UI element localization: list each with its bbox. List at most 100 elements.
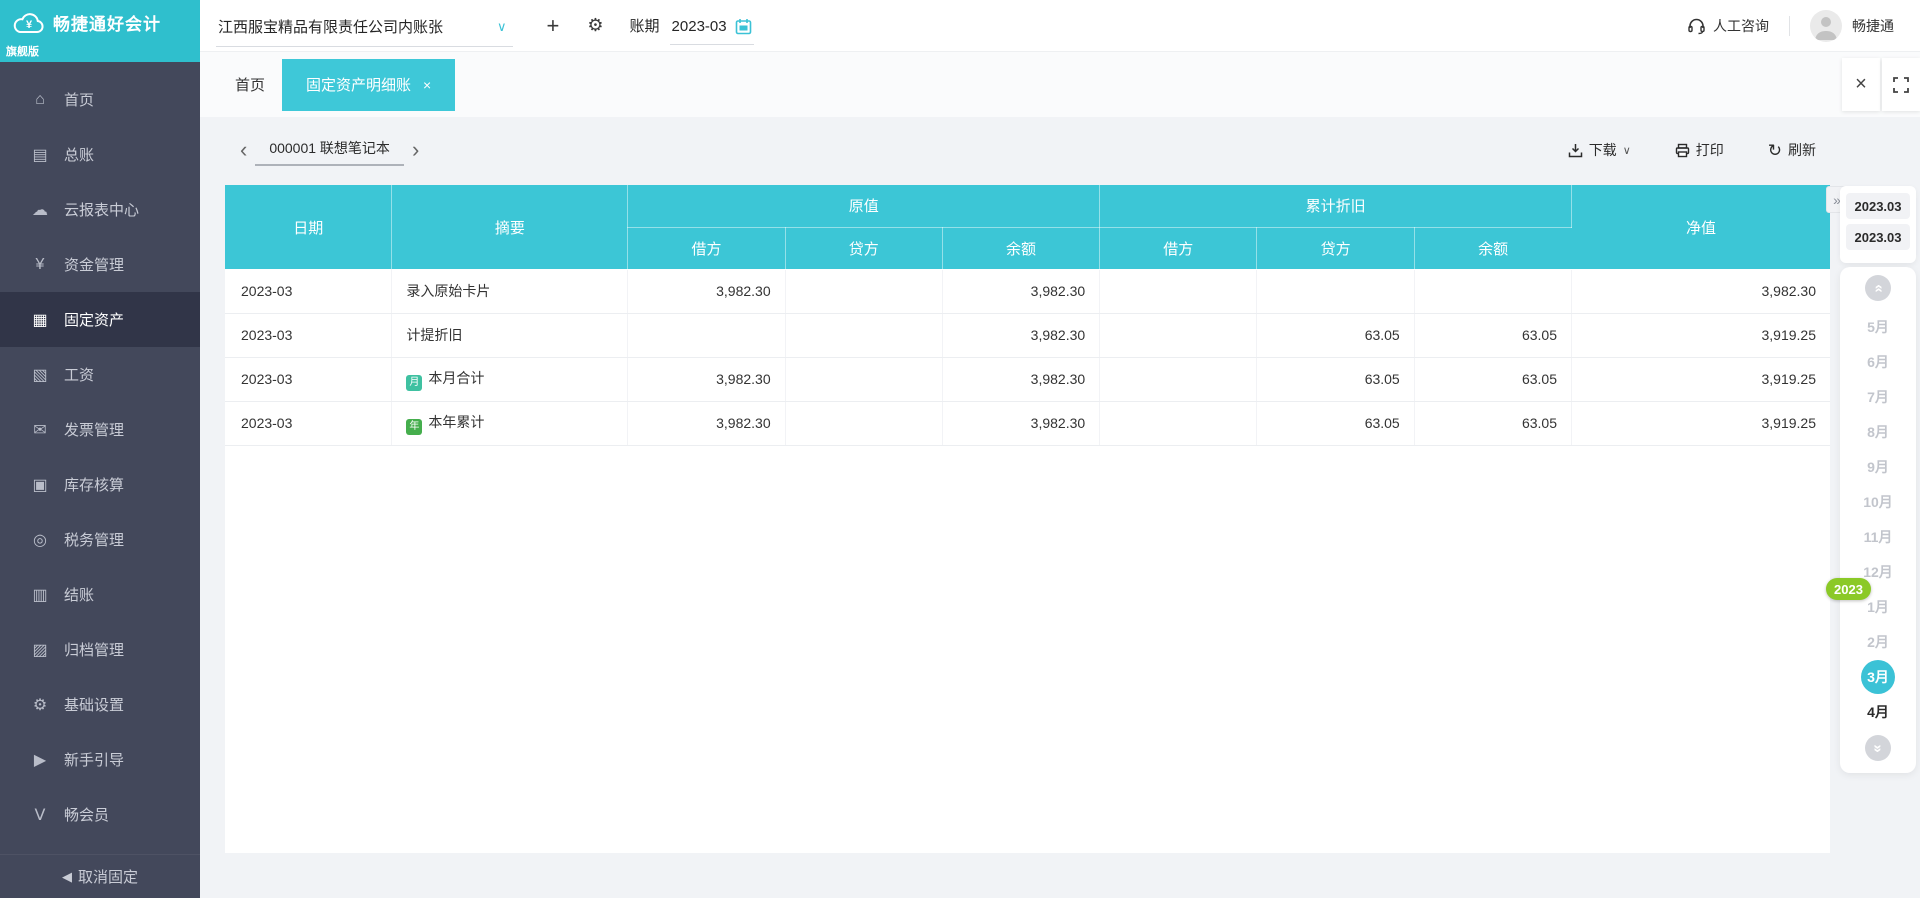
cell-ov-debit: 3,982.30 bbox=[627, 401, 786, 446]
cell-dep-credit: 63.05 bbox=[1256, 357, 1415, 402]
close-icon: × bbox=[1855, 73, 1867, 95]
cell-date: 2023-03 bbox=[225, 269, 393, 314]
settings-gear-icon: ⚙ bbox=[32, 696, 48, 714]
cell-net: 3,982.30 bbox=[1571, 269, 1830, 314]
scroll-months-up-button[interactable]: » bbox=[1865, 275, 1891, 301]
funds-icon: ¥ bbox=[35, 255, 45, 273]
sidebar-item-member[interactable]: Ⅴ 畅会员 bbox=[0, 787, 200, 842]
app-title: 畅捷通好会计 bbox=[53, 15, 161, 34]
sidebar-item-archive[interactable]: ▨ 归档管理 bbox=[0, 622, 200, 677]
settings-gear-icon[interactable]: ⚙ bbox=[587, 15, 604, 35]
company-selector[interactable]: 江西服宝精品有限责任公司内账张 ∨ bbox=[216, 16, 513, 47]
next-asset-button[interactable]: › bbox=[411, 137, 420, 162]
month-item-7[interactable]: 7月 bbox=[1840, 379, 1916, 414]
asset-selector[interactable]: 000001 联想笔记本 bbox=[255, 134, 404, 166]
cell-dep-credit bbox=[1256, 269, 1415, 314]
sidebar-item-guide[interactable]: ▶ 新手引导 bbox=[0, 732, 200, 787]
print-button[interactable]: 打印 bbox=[1675, 140, 1724, 160]
col-header-dep-debit: 借方 bbox=[1099, 227, 1258, 270]
month-picker-panel: » 5月 6月 7月 8月 9月 10月 11月 12月 1月 2月 3月 4月… bbox=[1826, 267, 1916, 773]
sidebar-item-label: 总账 bbox=[64, 147, 95, 164]
cell-date: 2023-03 bbox=[225, 313, 393, 358]
scroll-months-down-button[interactable]: » bbox=[1865, 735, 1891, 761]
sidebar-item-fixed-assets[interactable]: ▦ 固定资产 bbox=[0, 292, 200, 347]
month-label: 8月 bbox=[1867, 423, 1889, 440]
period-picker[interactable]: 2023-03 bbox=[669, 18, 754, 45]
cell-dep-balance: 63.05 bbox=[1414, 357, 1573, 402]
fullscreen-button[interactable] bbox=[1882, 58, 1920, 111]
tab-home[interactable]: 首页 bbox=[218, 59, 282, 111]
month-item-4[interactable]: 4月 bbox=[1840, 694, 1916, 729]
col-header-dep-credit: 贷方 bbox=[1256, 227, 1415, 270]
table-row-month-total: 2023-03 月本月合计 3,982.30 3,982.30 63.05 63… bbox=[225, 357, 1830, 402]
month-label: 2月 bbox=[1867, 633, 1889, 650]
tab-close-icon[interactable]: × bbox=[423, 76, 432, 93]
sidebar-item-label: 资金管理 bbox=[64, 257, 125, 274]
headset-icon bbox=[1688, 18, 1705, 35]
prev-asset-button[interactable]: ‹ bbox=[240, 137, 248, 162]
avatar[interactable] bbox=[1810, 9, 1842, 42]
month-item-11[interactable]: 11月 bbox=[1840, 519, 1916, 554]
cell-dep-balance: 63.05 bbox=[1414, 401, 1573, 446]
col-header-ov-balance: 余额 bbox=[942, 227, 1101, 270]
table-row-year-total: 2023-03 年本年累计 3,982.30 3,982.30 63.05 63… bbox=[225, 401, 1830, 446]
month-item-6[interactable]: 6月 bbox=[1840, 344, 1916, 379]
sidebar-item-settings[interactable]: ⚙ 基础设置 bbox=[0, 677, 200, 732]
month-item-10[interactable]: 10月 bbox=[1840, 484, 1916, 519]
close-all-tabs-button[interactable]: × bbox=[1842, 58, 1880, 111]
human-support-button[interactable]: 人工咨询 bbox=[1687, 16, 1769, 36]
period-range-start[interactable]: 2023.03 bbox=[1846, 193, 1910, 219]
month-label: 9月 bbox=[1867, 458, 1889, 475]
month-label: 1月 bbox=[1867, 598, 1889, 615]
sidebar-item-home[interactable]: ⌂ 首页 bbox=[0, 72, 200, 127]
year-badge: 2023 bbox=[1826, 578, 1871, 600]
sidebar-item-label: 基础设置 bbox=[64, 697, 125, 714]
download-button[interactable]: 下载 ∨ bbox=[1568, 140, 1631, 160]
user-name[interactable]: 畅捷通 bbox=[1852, 17, 1894, 34]
brand-logo-block: ¥ 畅捷通好会计 旗舰版 bbox=[0, 0, 200, 62]
tab-fixed-asset-ledger[interactable]: 固定资产明细账 × bbox=[282, 58, 456, 111]
refresh-icon: ↻ bbox=[1767, 140, 1782, 160]
month-item-2[interactable]: 2月 bbox=[1840, 624, 1916, 659]
sidebar-item-payroll[interactable]: ▧ 工资 bbox=[0, 347, 200, 402]
unpin-icon: ◀ bbox=[61, 868, 72, 884]
month-item-1[interactable]: 1月 bbox=[1840, 589, 1916, 624]
refresh-button[interactable]: ↻ 刷新 bbox=[1768, 140, 1816, 160]
sidebar-item-tax[interactable]: ◎ 税务管理 bbox=[0, 512, 200, 567]
month-item-5[interactable]: 5月 bbox=[1840, 309, 1916, 344]
cell-ov-balance: 3,982.30 bbox=[942, 401, 1101, 446]
invoice-icon: ✉ bbox=[33, 421, 47, 439]
sidebar-item-funds[interactable]: ¥ 资金管理 bbox=[0, 237, 200, 292]
sidebar-item-closing[interactable]: ▥ 结账 bbox=[0, 567, 200, 622]
sidebar-item-cloud-report[interactable]: ☁ 云报表中心 bbox=[0, 182, 200, 237]
month-item-8[interactable]: 8月 bbox=[1840, 414, 1916, 449]
month-label: 6月 bbox=[1867, 353, 1889, 370]
printer-icon bbox=[1675, 143, 1689, 157]
download-label: 下载 bbox=[1588, 142, 1617, 158]
sidebar-item-invoice[interactable]: ✉ 发票管理 bbox=[0, 402, 200, 457]
cell-dep-balance: 63.05 bbox=[1414, 313, 1573, 358]
payroll-icon: ▧ bbox=[32, 366, 48, 384]
sidebar-item-label: 结账 bbox=[64, 587, 95, 604]
cloud-logo-icon: ¥ bbox=[13, 12, 44, 33]
sidebar-item-label: 新手引导 bbox=[64, 752, 125, 769]
cell-dep-debit bbox=[1099, 269, 1258, 314]
sidebar-item-general-ledger[interactable]: ▤ 总账 bbox=[0, 127, 200, 182]
human-support-label: 人工咨询 bbox=[1713, 17, 1769, 34]
person-icon bbox=[1815, 16, 1837, 40]
refresh-label: 刷新 bbox=[1788, 142, 1816, 158]
closing-icon: ▥ bbox=[32, 586, 48, 604]
period-range-end[interactable]: 2023.03 bbox=[1846, 224, 1910, 250]
period-range-card: 2023.03 2023.03 bbox=[1840, 186, 1916, 263]
sidebar-item-inventory[interactable]: ▣ 库存核算 bbox=[0, 457, 200, 512]
ledger-toolbar: ‹ 000001 联想笔记本 › 下载 ∨ 打印 bbox=[234, 133, 1816, 167]
month-item-12[interactable]: 12月 bbox=[1840, 554, 1916, 589]
month-item-3-selected[interactable]: 3月 bbox=[1840, 659, 1916, 694]
cell-date: 2023-03 bbox=[225, 357, 393, 402]
month-label: 10月 bbox=[1863, 493, 1893, 510]
unpin-sidebar-button[interactable]: ◀ 取消固定 bbox=[0, 854, 200, 898]
add-account-set-button[interactable]: + bbox=[546, 12, 560, 38]
month-item-9[interactable]: 9月 bbox=[1840, 449, 1916, 484]
tab-bar: 首页 固定资产明细账 × × bbox=[200, 52, 1920, 117]
sidebar-menu: ⌂ 首页 ▤ 总账 ☁ 云报表中心 ¥ 资金管理 ▦ 固定资产 ▧ 工资 bbox=[0, 62, 200, 854]
